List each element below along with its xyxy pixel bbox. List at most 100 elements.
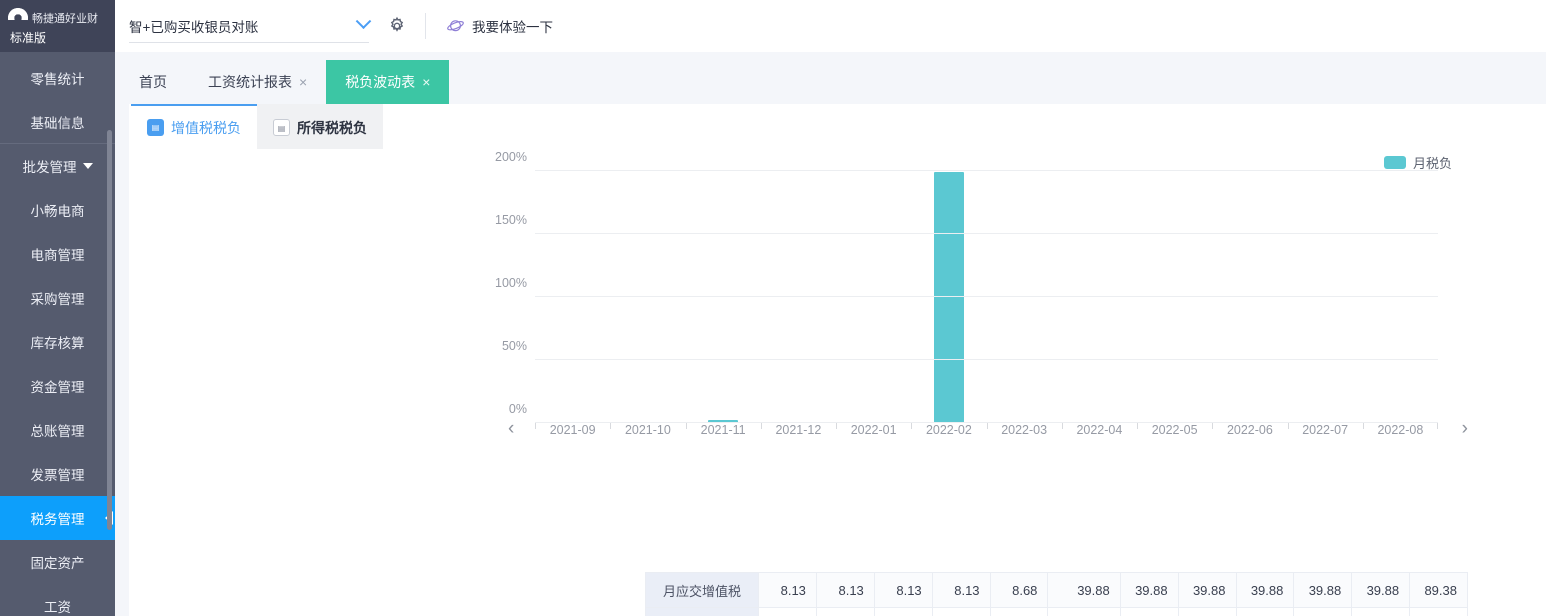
x-axis-tick-label: 2021-09 (549, 423, 596, 437)
table-cell: 0.00% (816, 607, 875, 616)
sidebar-item-label: 资金管理 (30, 380, 85, 395)
y-axis-tick-label: 200% (495, 150, 527, 164)
sidebar-item-3[interactable]: 小畅电商 (0, 188, 115, 232)
sidebar-item-label: 采购管理 (30, 292, 85, 307)
experience-button[interactable]: 我要体验一下 (446, 16, 553, 36)
table-cell: 8.13 (932, 572, 991, 608)
tab-0[interactable]: 首页 (115, 60, 189, 104)
chevron-right-icon[interactable]: › (1461, 418, 1468, 439)
experience-label: 我要体验一下 (472, 20, 553, 35)
x-axis-tick-label: 2022-01 (850, 423, 897, 437)
sidebar-item-label: 工资 (44, 600, 71, 615)
tab-bar: 首页 工资统计报表 × 税负波动表 × (115, 52, 1546, 104)
table-cell: 39.88 (1120, 572, 1179, 608)
close-icon[interactable]: × (422, 74, 431, 90)
gridline (535, 359, 1438, 360)
eye-circle-logo-icon (8, 8, 28, 29)
sidebar-item-12[interactable]: 工资 (0, 584, 115, 616)
table-row-label: 月税负 (645, 607, 760, 616)
x-axis-tick-label: 2022-08 (1377, 423, 1424, 437)
sidebar-item-6[interactable]: 库存核算 (0, 320, 115, 364)
chevron-left-icon[interactable]: ‹ (508, 418, 515, 439)
close-icon[interactable]: × (299, 74, 308, 90)
sidebar-scrollbar[interactable] (107, 130, 112, 530)
chevron-down-icon[interactable] (82, 163, 93, 169)
tab-1[interactable]: 工资统计报表 × (189, 60, 326, 104)
x-axis-tick-label: 2022-04 (1076, 423, 1123, 437)
sidebar-item-5[interactable]: 采购管理 (0, 276, 115, 320)
table-cell: 8.13 (874, 572, 933, 608)
table-cell: 39.88 (1236, 572, 1295, 608)
sidebar-item-label: 电商管理 (30, 248, 85, 263)
table-cell: 0.00% (1120, 607, 1179, 616)
sidebar-item-11[interactable]: 固定资产 (0, 540, 115, 584)
y-axis-tick-label: 50% (501, 339, 527, 353)
x-axis-tick-label: 2021-10 (624, 423, 671, 437)
x-axis-tick-label: 2022-06 (1226, 423, 1273, 437)
sidebar-item-label: 税务管理 (30, 512, 85, 527)
table-cell: 89.38 (1409, 572, 1468, 608)
sub-tab-0[interactable]: ▤ 增值税税负 (131, 104, 257, 149)
x-axis-tick-label: 2021-11 (700, 423, 746, 437)
sidebar-item-7[interactable]: 资金管理 (0, 364, 115, 408)
brand-logo-row: 畅捷通好业财 (8, 8, 109, 29)
table-cell: 0.00% (758, 607, 817, 616)
sidebar-item-10[interactable]: 税务管理 (0, 496, 115, 540)
y-axis-tick-label: 0% (508, 402, 527, 416)
tab-label: 税负波动表 (345, 74, 416, 90)
chart-legend[interactable]: 月税负 (1383, 153, 1452, 172)
planet-icon (447, 19, 464, 31)
sidebar-item-label: 批发管理 (22, 160, 77, 175)
table-cell: 39.88 (1178, 572, 1237, 608)
sub-tab-label: 所得税税负 (297, 119, 367, 136)
table-cell: 0.00% (1293, 607, 1353, 616)
table-cell: 39.88 (1047, 572, 1121, 608)
account-selector[interactable]: 智+已购买收银员对账 (129, 9, 372, 43)
table-cell: 0.00% (1178, 607, 1237, 616)
data-table: 月应交增值税 8.13 8.13 8.13 8.13 8.68 39.88 39.88 39.8… (645, 572, 1468, 616)
x-axis-tick-label: 2022-03 (1001, 423, 1048, 437)
table-row: 月应交增值税 8.13 8.13 8.13 8.13 8.68 39.88 39.88 39.8… (645, 572, 1468, 608)
sidebar-item-label: 基础信息 (30, 116, 85, 131)
sidebar-item-1[interactable]: 基础信息 (0, 100, 115, 144)
sidebar-item-0[interactable]: 零售统计 (0, 56, 115, 100)
tab-label: 工资统计报表 (208, 74, 292, 90)
vat-report-icon-icon: ▤ (147, 119, 164, 136)
sidebar: 畅捷通好业财 标准版 零售统计基础信息批发管理小畅电商电商管理采购管理库存核算资… (0, 0, 115, 616)
brand-logo[interactable]: 畅捷通好业财 标准版 (0, 0, 115, 52)
brand-name: 畅捷通好业财 (32, 13, 98, 25)
table-cell: 0.00% (1351, 607, 1411, 616)
topbar-divider (425, 13, 426, 39)
sidebar-item-label: 库存核算 (30, 336, 85, 351)
tab-2[interactable]: 税负波动表 × (326, 60, 450, 104)
sidebar-item-label: 固定资产 (30, 556, 85, 571)
sidebar-item-9[interactable]: 发票管理 (0, 452, 115, 496)
sub-tab-1[interactable]: ▤ 所得税税负 (257, 104, 383, 149)
table-cell: 199.40% (1047, 607, 1121, 616)
chevron-down-icon[interactable] (355, 13, 372, 30)
sidebar-item-label: 小畅电商 (30, 204, 85, 219)
tab-label: 首页 (139, 74, 167, 90)
table-cell: 39.88 (1293, 572, 1353, 608)
sidebar-item-4[interactable]: 电商管理 (0, 232, 115, 276)
table-cell: 0.00% (932, 607, 991, 616)
x-axis-tick-label: 2022-05 (1151, 423, 1198, 437)
x-axis-labels: 2021-09 2021-10 2021-11 2021-12 2022-01 2022-… (535, 423, 1438, 437)
table-cell: 0.00% (1409, 607, 1468, 616)
gridline (535, 296, 1438, 297)
chart-plot: 0% 50% 100% 150% 200% (495, 150, 1439, 429)
bar-slot (686, 171, 761, 422)
sidebar-item-label: 零售统计 (30, 72, 85, 87)
table-cell: 0.00% (990, 607, 1049, 616)
sidebar-item-2[interactable]: 批发管理 (0, 144, 115, 188)
table-cell: 0.00% (1236, 607, 1295, 616)
sub-tab-label: 增值税税负 (171, 119, 241, 136)
sidebar-item-8[interactable]: 总账管理 (0, 408, 115, 452)
gridline (535, 170, 1438, 171)
table-cell: 39.88 (1351, 572, 1411, 608)
gridline (535, 233, 1438, 234)
chart-area: 月税负 0% 50% 100% 150% 200% 2021-09 2021-10 2021… (129, 149, 1546, 449)
bar[interactable] (708, 419, 739, 422)
gear-icon[interactable] (387, 16, 407, 36)
